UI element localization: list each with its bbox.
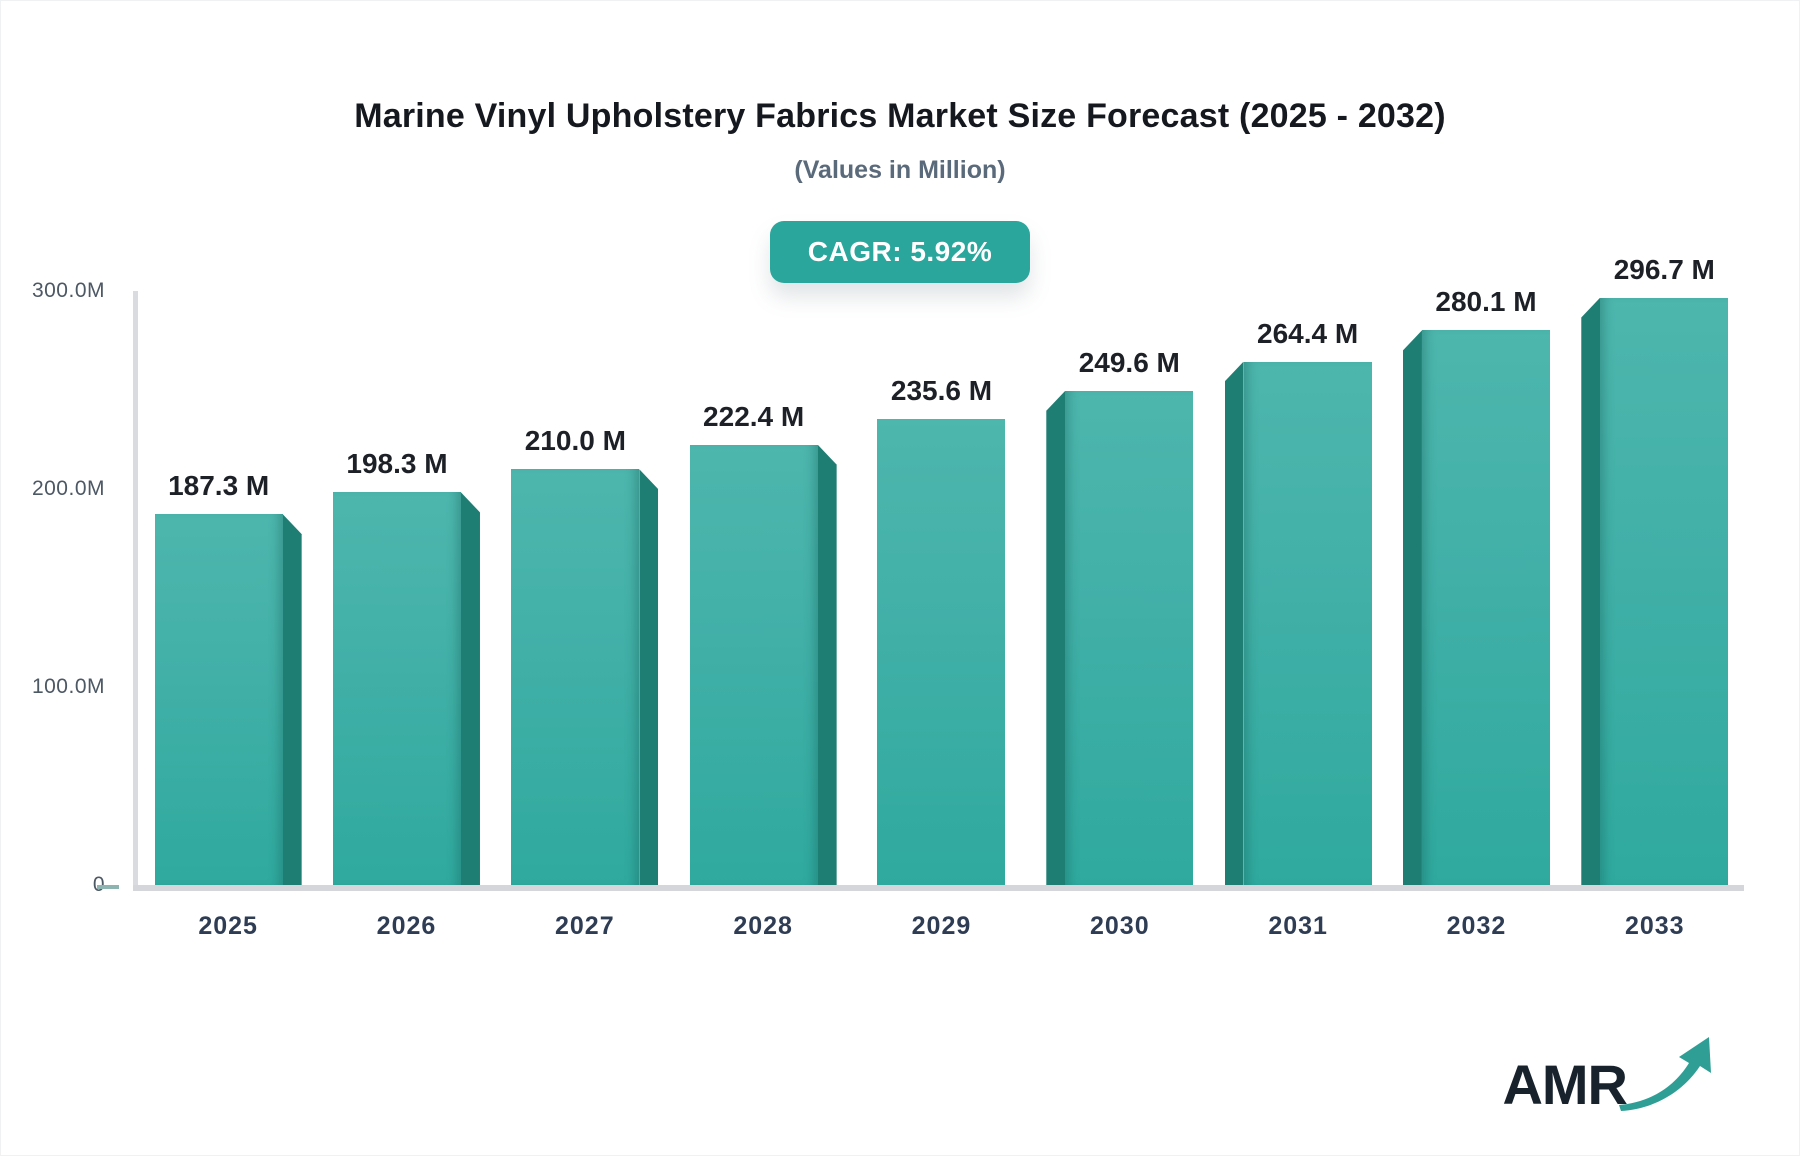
x-axis-label-2025: 2025 (198, 912, 258, 940)
amr-logo: AMR (1502, 1035, 1713, 1113)
bar-face (689, 444, 818, 885)
bar-side-3d (817, 444, 837, 885)
bar-face (1243, 361, 1372, 885)
bar-2026: 198.3 M (332, 448, 480, 885)
bar-value-label: 187.3 M (168, 470, 270, 502)
bar-face (332, 492, 461, 885)
amr-logo-text: AMR (1502, 1053, 1628, 1116)
y-tick-label: 0 (1, 873, 105, 897)
bar-side-3d (1581, 297, 1601, 885)
bar-value-label: 280.1 M (1435, 286, 1537, 318)
y-axis-line (133, 291, 138, 891)
bar-2028: 222.4 M (689, 401, 837, 885)
bar-2025: 187.3 M (154, 470, 302, 885)
bar-2030: 249.6 M (1046, 347, 1194, 885)
y-tick-label: 200.0M (31, 477, 105, 500)
bar-2029: 235.6 M (877, 375, 1006, 885)
bar-face (154, 514, 283, 885)
bar-slot-2029: 235.6 M 2029 (852, 291, 1030, 940)
bar-face (511, 469, 640, 885)
bar-2032: 280.1 M (1402, 286, 1550, 885)
bar-slot-2031: 264.4 M 2031 (1209, 291, 1387, 940)
bar-slot-2033: 296.7 M 2033 (1566, 254, 1744, 940)
bar-side-3d (282, 514, 302, 885)
x-axis-label-2031: 2031 (1268, 912, 1328, 940)
bar-slot-2032: 280.1 M 2032 (1387, 286, 1565, 940)
x-axis-label-2030: 2030 (1089, 912, 1150, 940)
bar-value-label: 210.0 M (524, 425, 626, 457)
cagr-badge: CAGR: 5.92% (769, 221, 1031, 283)
bar-2031: 264.4 M (1224, 318, 1372, 885)
bar-face (1600, 297, 1729, 885)
bar-side-3d (1046, 390, 1066, 885)
bars-container: 187.3 M 2025 198.3 M 2026 210.0 M 2027 222.4 M… (139, 254, 1744, 940)
chart-title: Marine Vinyl Upholstery Fabrics Market S… (354, 97, 1446, 135)
bar-face (1421, 330, 1550, 885)
bar-value-label: 198.3 M (346, 448, 448, 480)
x-axis-label-2033: 2033 (1624, 912, 1685, 940)
bar-slot-2027: 210.0 M 2027 (496, 291, 674, 940)
growth-arrow-icon (1619, 1037, 1711, 1111)
bar-side-3d (1224, 361, 1244, 885)
bar-value-label: 249.6 M (1078, 346, 1180, 378)
bar-value-label: 222.4 M (703, 400, 805, 432)
bar-slot-2030: 249.6 M 2030 (1031, 291, 1209, 940)
zero-tick-mark (97, 885, 119, 889)
chart-subtitle: (Values in Million) (794, 156, 1006, 184)
bar-2033: 296.7 M (1581, 254, 1729, 885)
bar-face (877, 418, 1006, 885)
x-axis-label-2029: 2029 (911, 912, 972, 940)
bar-slot-2025: 187.3 M 2025 (139, 291, 317, 940)
bar-slot-2026: 198.3 M 2026 (317, 291, 495, 940)
bar-value-label: 235.6 M (890, 374, 993, 406)
bar-side-3d (639, 469, 659, 885)
badge-row: CAGR: 5.92% (1, 221, 1799, 283)
bar-face (1065, 390, 1194, 885)
y-axis-labels: 300.0M 200.0M 100.0M 0 (1, 279, 105, 896)
bar-side-3d (1402, 330, 1422, 885)
bar-2027: 210.0 M (511, 425, 659, 885)
bar-slot-2028: 222.4 M 2028 (674, 291, 852, 940)
bar-side-3d (460, 492, 480, 885)
x-axis-label-2032: 2032 (1446, 912, 1507, 940)
y-tick-label: 300.0M (31, 279, 105, 302)
chart-header: Marine Vinyl Upholstery Fabrics Market S… (1, 1, 1799, 283)
x-axis-label-2028: 2028 (733, 912, 793, 940)
y-tick-label: 100.0M (31, 675, 105, 698)
x-axis-baseline (133, 885, 1744, 891)
bar-value-label: 264.4 M (1257, 317, 1359, 349)
plot-area: 187.3 M 2025 198.3 M 2026 210.0 M 2027 222.4 M… (97, 254, 1744, 940)
x-axis-label-2027: 2027 (555, 912, 615, 940)
bar-value-label: 296.7 M (1613, 253, 1715, 285)
x-axis-label-2026: 2026 (376, 912, 437, 940)
